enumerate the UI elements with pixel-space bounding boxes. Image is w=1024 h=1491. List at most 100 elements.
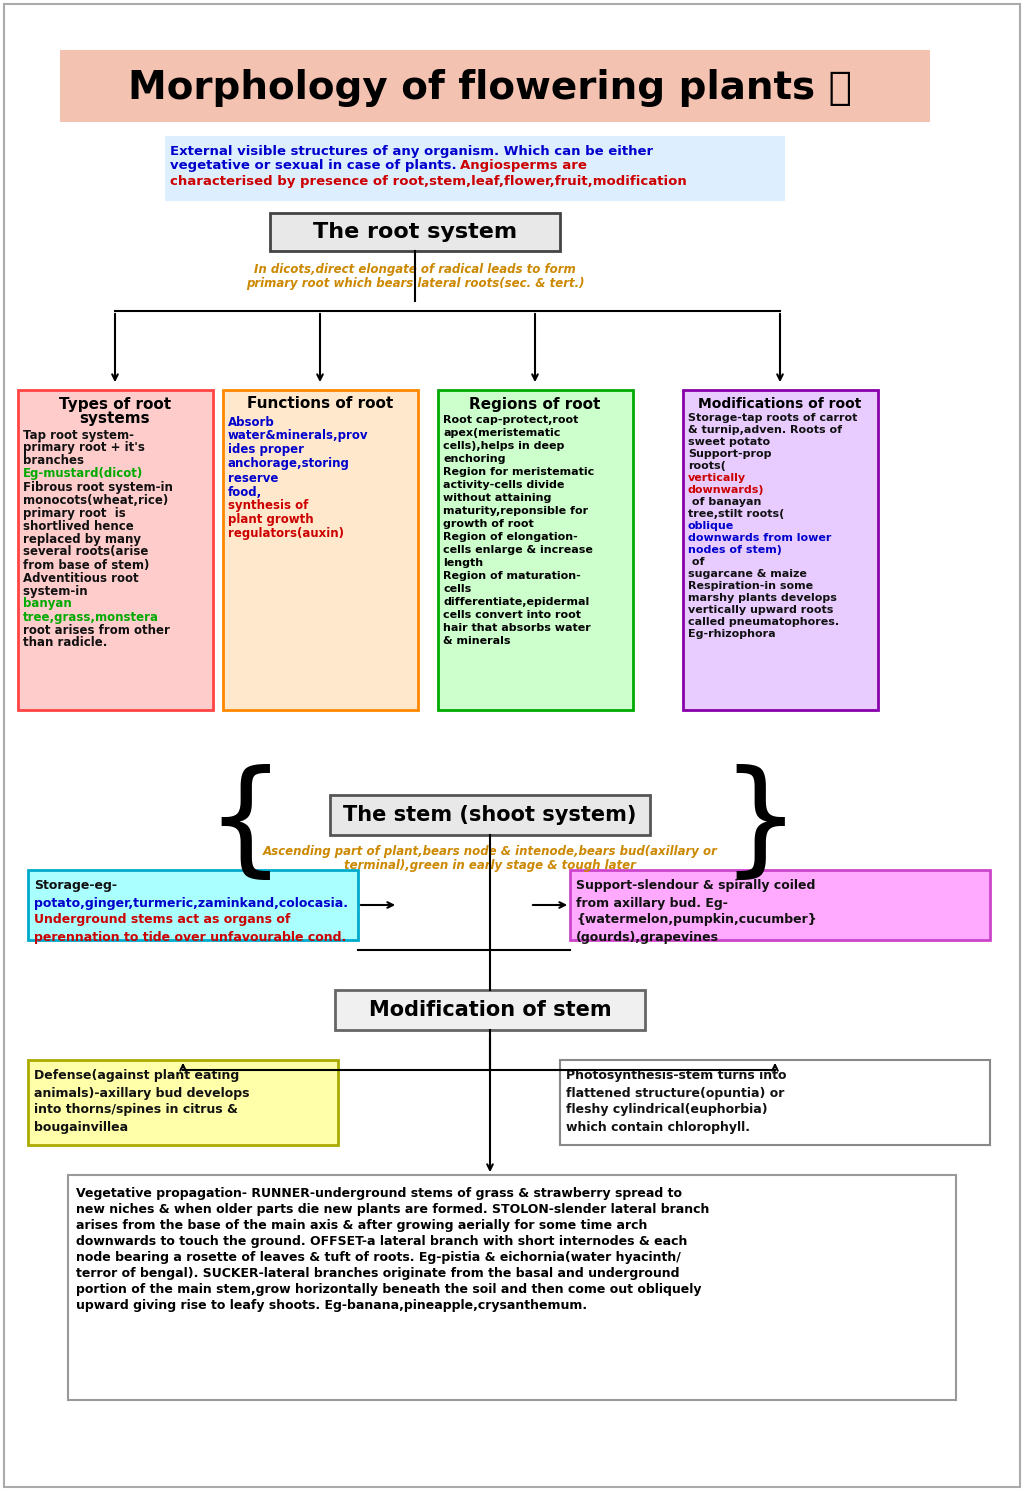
Text: Eg-mustard(dicot): Eg-mustard(dicot) xyxy=(23,468,143,480)
Text: cells: cells xyxy=(443,584,471,593)
Text: primary root + it's: primary root + it's xyxy=(23,441,144,455)
Text: cells),helps in deep: cells),helps in deep xyxy=(443,441,564,450)
Text: upward giving rise to leafy shoots. Eg-banana,pineapple,crysanthemum.: upward giving rise to leafy shoots. Eg-b… xyxy=(76,1299,587,1312)
Text: food,: food, xyxy=(228,486,262,498)
Text: maturity,reponsible for: maturity,reponsible for xyxy=(443,505,588,516)
Text: primary root which bears lateral roots(sec. & tert.): primary root which bears lateral roots(s… xyxy=(246,276,585,289)
Text: differentiate,epidermal: differentiate,epidermal xyxy=(443,596,589,607)
Text: Modification of stem: Modification of stem xyxy=(369,1000,611,1020)
Text: Region for meristematic: Region for meristematic xyxy=(443,467,594,477)
Text: roots(: roots( xyxy=(688,461,726,471)
Bar xyxy=(68,1175,956,1400)
Text: vegetative or sexual in case of plants.: vegetative or sexual in case of plants. xyxy=(170,160,461,173)
Text: cells convert into root: cells convert into root xyxy=(443,610,581,620)
Text: enchoring: enchoring xyxy=(443,453,506,464)
Bar xyxy=(270,213,560,250)
Text: primary root  is: primary root is xyxy=(23,507,126,519)
Text: & turnip,adven. Roots of: & turnip,adven. Roots of xyxy=(688,425,842,435)
Text: Root cap-protect,root: Root cap-protect,root xyxy=(443,414,579,425)
Text: characterised by presence of root,stem,leaf,flower,fruit,modification: characterised by presence of root,stem,l… xyxy=(170,174,687,188)
Text: Fibrous root system-in: Fibrous root system-in xyxy=(23,480,173,494)
Text: of banayan: of banayan xyxy=(688,497,762,507)
Text: {: { xyxy=(205,765,285,886)
Text: Defense(against plant eating: Defense(against plant eating xyxy=(34,1069,240,1082)
Text: Functions of root: Functions of root xyxy=(247,397,393,412)
Text: Region of maturation-: Region of maturation- xyxy=(443,571,581,581)
Text: downwards to touch the ground. OFFSET-a lateral branch with short internodes & e: downwards to touch the ground. OFFSET-a … xyxy=(76,1235,687,1248)
Text: tree,grass,monstera: tree,grass,monstera xyxy=(23,610,159,623)
Text: regulators(auxin): regulators(auxin) xyxy=(228,528,344,541)
Bar xyxy=(18,391,213,710)
Bar xyxy=(560,1060,990,1145)
Text: apex(meristematic: apex(meristematic xyxy=(443,428,560,438)
Text: banyan: banyan xyxy=(23,598,72,610)
Text: arises from the base of the main axis & after growing aerially for some time arc: arises from the base of the main axis & … xyxy=(76,1218,647,1232)
Text: oblique: oblique xyxy=(688,520,734,531)
Text: vertically upward roots: vertically upward roots xyxy=(688,605,834,614)
Text: terror of bengal). SUCKER-lateral branches originate from the basal and undergro: terror of bengal). SUCKER-lateral branch… xyxy=(76,1266,680,1279)
Bar xyxy=(683,391,878,710)
Text: Regions of root: Regions of root xyxy=(469,397,601,412)
Text: into thorns/spines in citrus &: into thorns/spines in citrus & xyxy=(34,1103,238,1117)
Text: The root system: The root system xyxy=(313,222,517,242)
Text: nodes of stem): nodes of stem) xyxy=(688,546,782,555)
Text: vertically: vertically xyxy=(688,473,746,483)
Text: from axillary bud. Eg-: from axillary bud. Eg- xyxy=(575,896,728,910)
Text: than radicle.: than radicle. xyxy=(23,637,108,650)
Bar xyxy=(28,871,358,939)
Text: Types of root: Types of root xyxy=(59,397,171,412)
Text: Support-slendour & spirally coiled: Support-slendour & spirally coiled xyxy=(575,880,815,893)
Bar xyxy=(330,795,650,835)
Text: downwards from lower: downwards from lower xyxy=(688,532,831,543)
Text: sugarcane & maize: sugarcane & maize xyxy=(688,570,807,579)
Text: node bearing a rosette of leaves & tuft of roots. Eg-pistia & eichornia(water hy: node bearing a rosette of leaves & tuft … xyxy=(76,1251,681,1263)
Bar xyxy=(223,391,418,710)
Text: fleshy cylindrical(euphorbia): fleshy cylindrical(euphorbia) xyxy=(566,1103,768,1117)
Text: from base of stem): from base of stem) xyxy=(23,559,150,571)
Text: plant growth: plant growth xyxy=(228,513,313,526)
Text: (gourds),grapevines: (gourds),grapevines xyxy=(575,930,719,944)
Text: In dicots,direct elongate of radical leads to form: In dicots,direct elongate of radical lea… xyxy=(254,262,575,276)
Text: monocots(wheat,rice): monocots(wheat,rice) xyxy=(23,494,168,507)
Text: Underground stems act as organs of: Underground stems act as organs of xyxy=(34,914,291,926)
Text: shortlived hence: shortlived hence xyxy=(23,519,134,532)
Text: cells enlarge & increase: cells enlarge & increase xyxy=(443,546,593,555)
Text: system-in: system-in xyxy=(23,584,92,598)
Text: growth of root: growth of root xyxy=(443,519,534,529)
Text: Tap root system-: Tap root system- xyxy=(23,428,134,441)
Text: }: } xyxy=(720,765,800,886)
Text: sweet potato: sweet potato xyxy=(688,437,770,447)
Text: potato,ginger,turmeric,zaminkand,colocasia.: potato,ginger,turmeric,zaminkand,colocas… xyxy=(34,896,348,910)
Text: portion of the main stem,grow horizontally beneath the soil and then come out ob: portion of the main stem,grow horizontal… xyxy=(76,1282,701,1296)
Text: of: of xyxy=(688,558,705,567)
Text: Storage-tap roots of carrot: Storage-tap roots of carrot xyxy=(688,413,857,423)
Text: Storage-eg-: Storage-eg- xyxy=(34,880,117,893)
Text: Absorb: Absorb xyxy=(228,416,274,428)
Text: root arises from other: root arises from other xyxy=(23,623,170,637)
Text: tree,stilt roots(: tree,stilt roots( xyxy=(688,508,784,519)
Text: Ascending part of plant,bears node & intenode,bears bud(axillary or: Ascending part of plant,bears node & int… xyxy=(262,844,718,857)
Text: Angiosperms are: Angiosperms are xyxy=(460,160,587,173)
Text: Photosynthesis-stem turns into: Photosynthesis-stem turns into xyxy=(566,1069,786,1082)
Text: branches: branches xyxy=(23,455,88,468)
Bar xyxy=(165,136,785,201)
Text: called pneumatophores.: called pneumatophores. xyxy=(688,617,839,628)
Text: water&minerals,prov: water&minerals,prov xyxy=(228,429,369,443)
Text: anchorage,storing: anchorage,storing xyxy=(228,458,350,471)
Text: & minerals: & minerals xyxy=(443,637,511,646)
Text: External visible structures of any organism. Which can be either: External visible structures of any organ… xyxy=(170,146,653,158)
Text: The stem (shoot system): The stem (shoot system) xyxy=(343,805,637,825)
Bar xyxy=(570,871,990,939)
Text: several roots(arise: several roots(arise xyxy=(23,546,148,559)
Text: perennation to tide over unfavourable cond.: perennation to tide over unfavourable co… xyxy=(34,930,346,944)
Text: flattened structure(opuntia) or: flattened structure(opuntia) or xyxy=(566,1087,784,1099)
Text: marshy plants develops: marshy plants develops xyxy=(688,593,837,602)
Text: length: length xyxy=(443,558,483,568)
Text: Region of elongation-: Region of elongation- xyxy=(443,532,578,543)
Text: ides proper: ides proper xyxy=(228,443,304,456)
Text: Modifications of root: Modifications of root xyxy=(698,397,861,412)
Text: activity-cells divide: activity-cells divide xyxy=(443,480,564,491)
Text: Eg-rhizophora: Eg-rhizophora xyxy=(688,629,775,640)
Text: systems: systems xyxy=(80,410,151,425)
Text: which contain chlorophyll.: which contain chlorophyll. xyxy=(566,1121,750,1133)
